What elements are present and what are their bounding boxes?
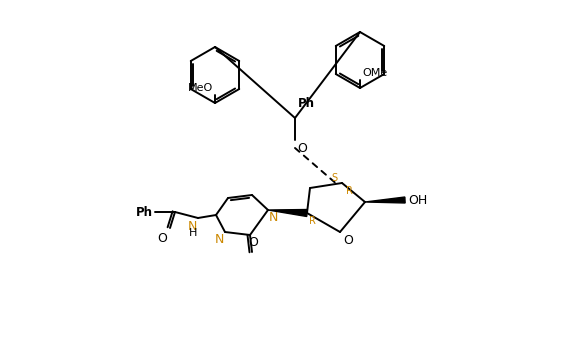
Text: N: N bbox=[269, 211, 278, 224]
Text: O: O bbox=[248, 236, 258, 249]
Text: MeO: MeO bbox=[187, 83, 213, 93]
Text: OMe: OMe bbox=[362, 68, 387, 78]
Text: O: O bbox=[157, 232, 167, 245]
Text: OH: OH bbox=[408, 194, 427, 207]
Text: O: O bbox=[343, 234, 353, 247]
Polygon shape bbox=[268, 210, 307, 217]
Text: Ph: Ph bbox=[136, 205, 153, 219]
Text: N: N bbox=[187, 220, 197, 233]
Text: N: N bbox=[215, 233, 224, 246]
Text: R: R bbox=[346, 186, 353, 196]
Text: O: O bbox=[297, 142, 307, 155]
Text: R: R bbox=[309, 216, 316, 226]
Text: H: H bbox=[189, 228, 197, 238]
Text: S: S bbox=[331, 173, 337, 183]
Polygon shape bbox=[365, 197, 405, 203]
Text: Ph: Ph bbox=[298, 97, 315, 110]
